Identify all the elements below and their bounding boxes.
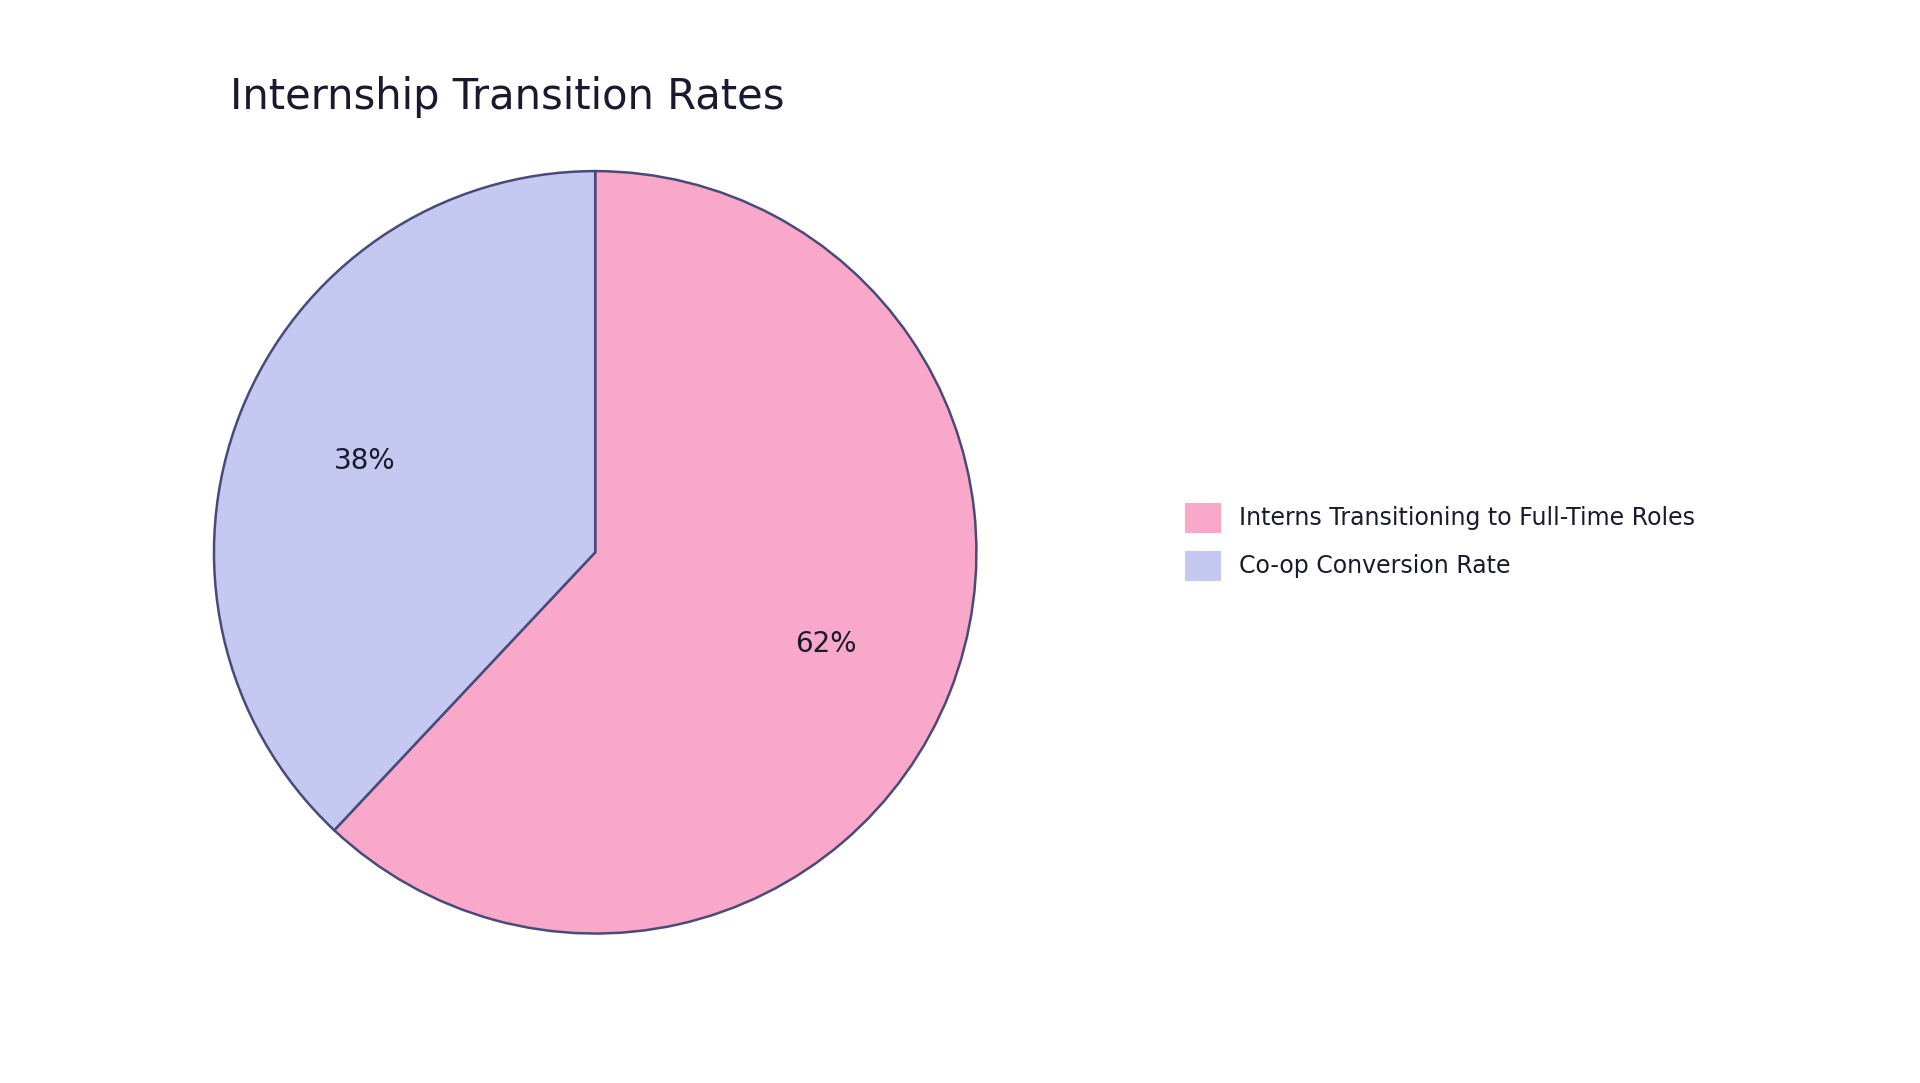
Wedge shape (213, 171, 595, 831)
Legend: Interns Transitioning to Full-Time Roles, Co-op Conversion Rate: Interns Transitioning to Full-Time Roles… (1173, 492, 1707, 591)
Text: 38%: 38% (334, 447, 396, 475)
Wedge shape (334, 171, 977, 934)
Text: 62%: 62% (795, 629, 856, 657)
Text: Internship Transition Rates: Internship Transition Rates (230, 76, 785, 118)
